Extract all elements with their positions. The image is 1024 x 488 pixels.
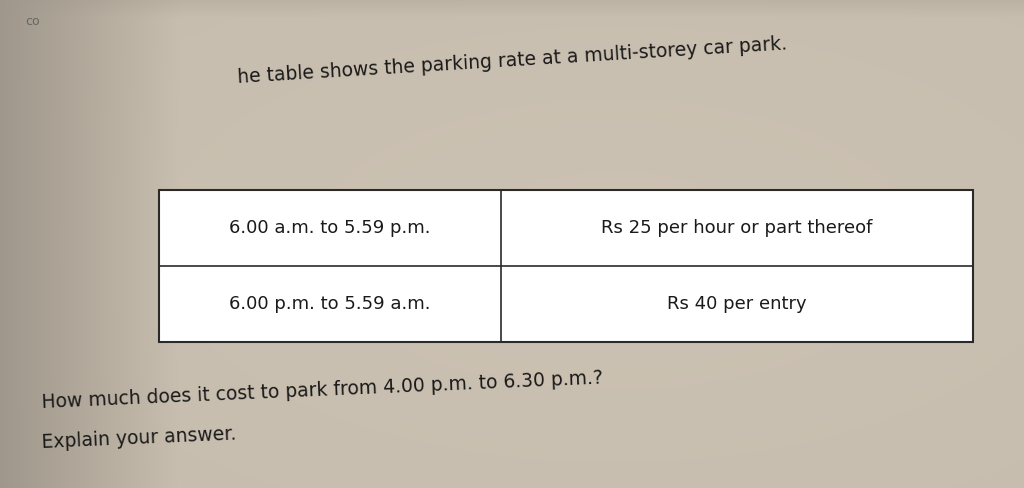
- Text: Explain your answer.: Explain your answer.: [41, 425, 237, 452]
- Text: 6.00 a.m. to 5.59 p.m.: 6.00 a.m. to 5.59 p.m.: [229, 219, 430, 237]
- Text: Rs 40 per entry: Rs 40 per entry: [667, 295, 807, 313]
- Text: Rs 25 per hour or part thereof: Rs 25 per hour or part thereof: [601, 219, 872, 237]
- Bar: [159, 190, 973, 342]
- Text: co: co: [26, 15, 40, 28]
- Text: he table shows the parking rate at a multi-storey car park.: he table shows the parking rate at a mul…: [238, 35, 787, 87]
- Text: How much does it cost to park from 4.00 p.m. to 6.30 p.m.?: How much does it cost to park from 4.00 …: [41, 368, 603, 412]
- Text: 6.00 p.m. to 5.59 a.m.: 6.00 p.m. to 5.59 a.m.: [229, 295, 430, 313]
